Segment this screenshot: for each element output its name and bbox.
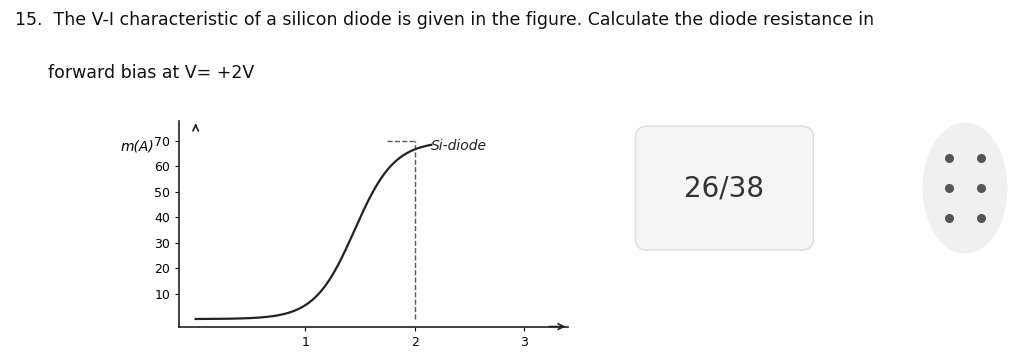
Text: forward bias at V= +2V: forward bias at V= +2V (15, 64, 255, 82)
Text: 26/38: 26/38 (684, 174, 765, 202)
Text: Si-diode: Si-diode (431, 139, 487, 153)
Circle shape (924, 124, 1007, 253)
Text: 15.  The V-I characteristic of a silicon diode is given in the figure. Calculate: 15. The V-I characteristic of a silicon … (15, 11, 874, 29)
Text: m(A): m(A) (120, 139, 154, 153)
FancyBboxPatch shape (636, 126, 813, 250)
